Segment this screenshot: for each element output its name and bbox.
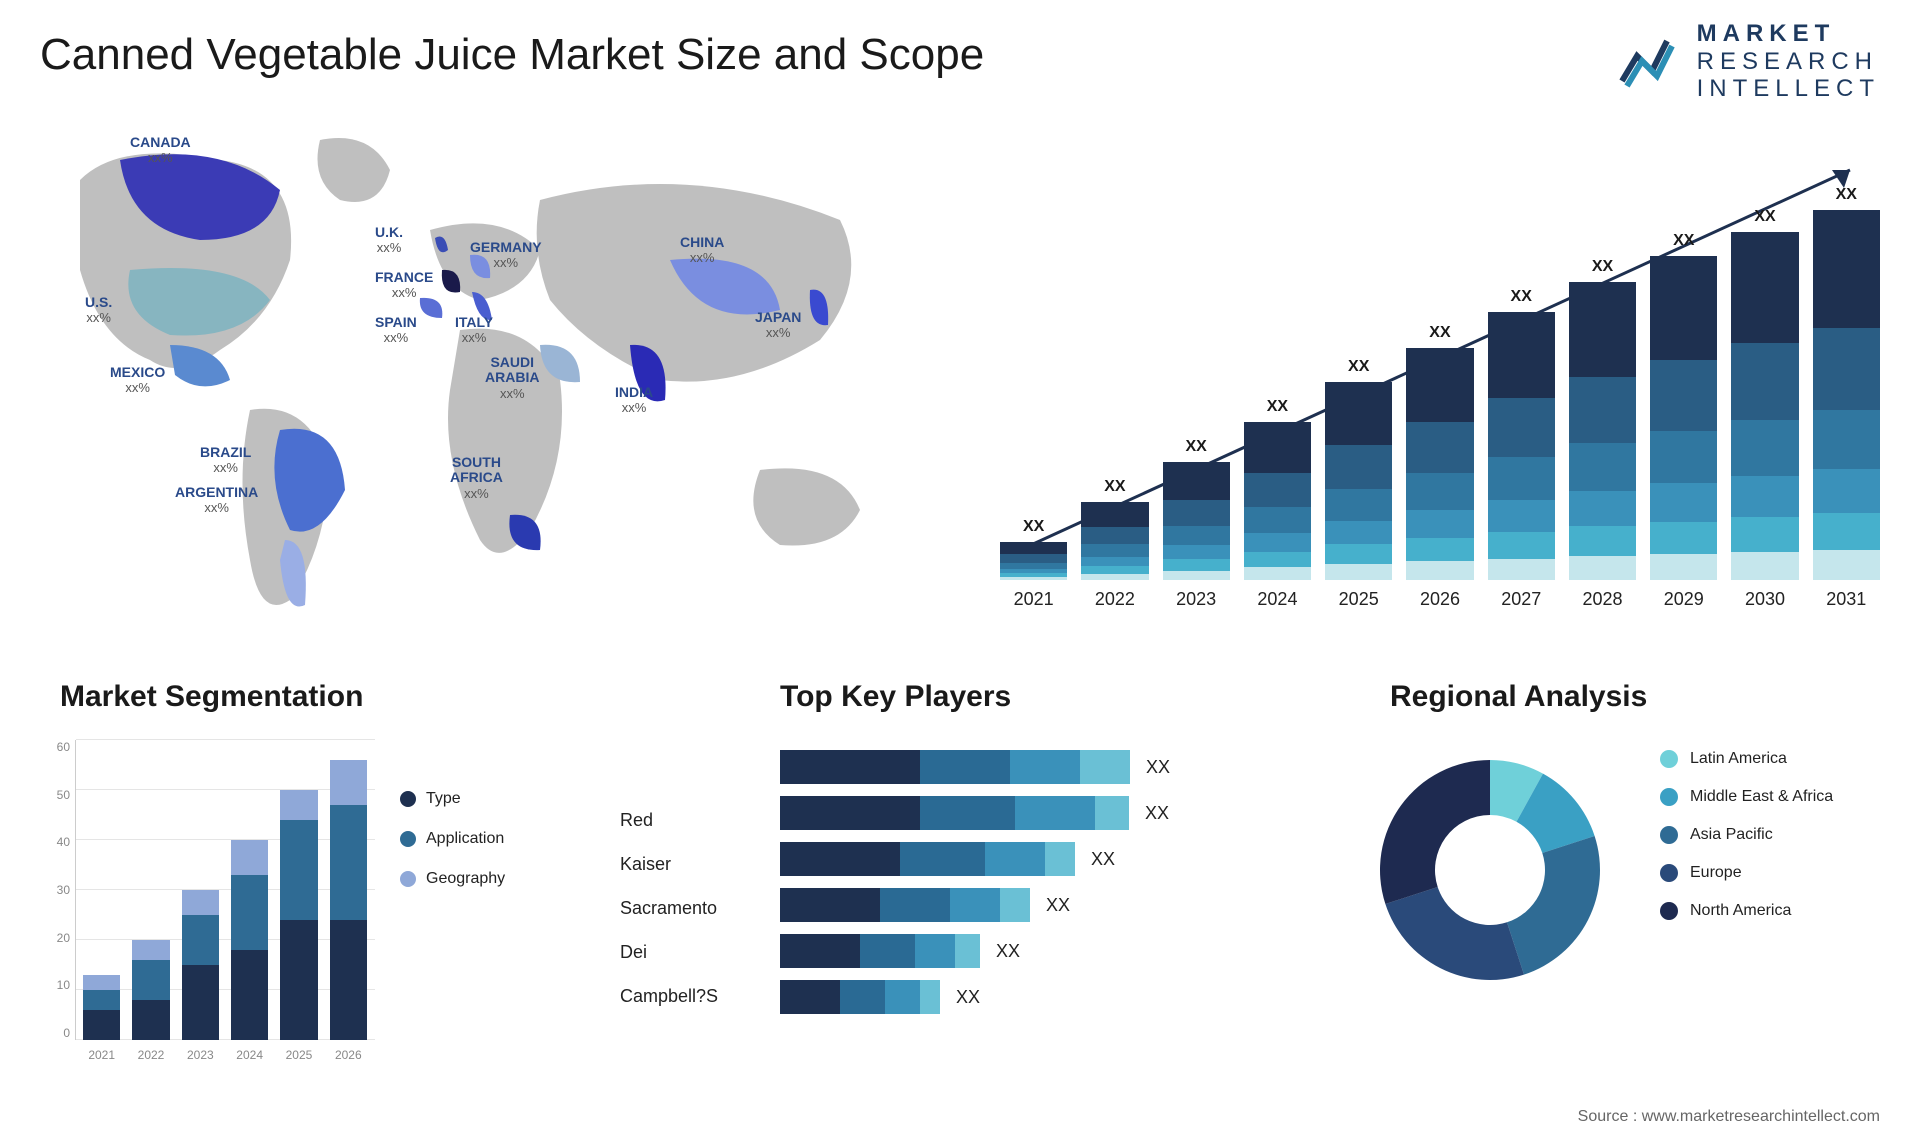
growth-value-label: XX [1348, 358, 1369, 376]
map-label-china: CHINAxx% [680, 235, 724, 266]
map-label-germany: GERMANYxx% [470, 240, 542, 271]
map-label-mexico: MEXICOxx% [110, 365, 165, 396]
growth-value-label: XX [1754, 208, 1775, 226]
growth-bar-2030: XX [1731, 208, 1798, 580]
growth-year-2025: 2025 [1325, 589, 1392, 610]
seg-bar-2024 [231, 840, 268, 1040]
seg-bar-2022 [132, 940, 169, 1040]
growth-value-label: XX [1023, 518, 1044, 536]
map-label-japan: JAPANxx% [755, 310, 801, 341]
player-name-sacramento: Sacramento [620, 886, 770, 930]
map-label-india: INDIAxx% [615, 385, 653, 416]
seg-bar-2026 [330, 760, 367, 1040]
growth-year-2023: 2023 [1163, 589, 1230, 610]
seg-legend-type: Type [400, 790, 505, 808]
player-bar-4: XX [780, 934, 1320, 968]
player-bar-0: XX [780, 750, 1320, 784]
players-chart: RedKaiserSacramentoDeiCampbell?S XXXXXXX… [780, 750, 1320, 1080]
growth-value-label: XX [1511, 288, 1532, 306]
logo-line2: RESEARCH [1697, 48, 1880, 76]
growth-year-2024: 2024 [1244, 589, 1311, 610]
donut-svg [1360, 740, 1620, 1000]
region-legend-north-america: North America [1660, 902, 1833, 920]
seg-bar-2023 [182, 890, 219, 1040]
donut-slice-asia-pacific [1507, 836, 1600, 975]
seg-legend-geography: Geography [400, 870, 505, 888]
growth-year-2021: 2021 [1000, 589, 1067, 610]
growth-bar-2025: XX [1325, 358, 1392, 580]
logo-icon [1617, 31, 1687, 91]
player-name-kaiser: Kaiser [620, 842, 770, 886]
player-name-campbell?s: Campbell?S [620, 974, 770, 1018]
growth-year-2028: 2028 [1569, 589, 1636, 610]
map-label-saudi: SAUDIARABIAxx% [485, 355, 539, 401]
growth-chart: XX XX XX XX XX XX XX XX XX XX XX 2021 2022 2023 2024 2… [1000, 130, 1880, 610]
map-label-france: FRANCExx% [375, 270, 433, 301]
map-label-uk: U.K.xx% [375, 225, 403, 256]
growth-bar-2023: XX [1163, 438, 1230, 580]
region-legend-europe: Europe [1660, 864, 1833, 882]
growth-bar-2022: XX [1081, 478, 1148, 580]
map-label-italy: ITALYxx% [455, 315, 493, 346]
growth-year-2027: 2027 [1488, 589, 1555, 610]
logo: MARKET RESEARCH INTELLECT [1617, 20, 1880, 103]
logo-line1: MARKET [1697, 20, 1880, 48]
world-map: CANADAxx% U.S.xx% MEXICOxx% BRAZILxx% ARGENT… [40, 120, 940, 640]
map-label-us: U.S.xx% [85, 295, 112, 326]
growth-value-label: XX [1429, 324, 1450, 342]
player-bar-5: XX [780, 980, 1320, 1014]
growth-bar-2021: XX [1000, 518, 1067, 580]
growth-value-label: XX [1104, 478, 1125, 496]
growth-bar-2026: XX [1406, 324, 1473, 580]
player-name-red: Red [620, 798, 770, 842]
map-label-argentina: ARGENTINAxx% [175, 485, 258, 516]
growth-year-2030: 2030 [1731, 589, 1798, 610]
region-legend-asia-pacific: Asia Pacific [1660, 826, 1833, 844]
growth-bar-2027: XX [1488, 288, 1555, 580]
growth-bar-2024: XX [1244, 398, 1311, 580]
source-text: Source : www.marketresearchintellect.com [1578, 1108, 1880, 1126]
regional-donut: Latin America Middle East & Africa Asia Pa… [1360, 740, 1880, 1080]
growth-value-label: XX [1592, 258, 1613, 276]
growth-year-2026: 2026 [1406, 589, 1473, 610]
growth-value-label: XX [1185, 438, 1206, 456]
growth-bar-2031: XX [1813, 186, 1880, 580]
growth-year-2029: 2029 [1650, 589, 1717, 610]
growth-year-2031: 2031 [1813, 589, 1880, 610]
segmentation-title: Market Segmentation [60, 680, 363, 714]
seg-bar-2025 [280, 790, 317, 1040]
map-label-spain: SPAINxx% [375, 315, 417, 346]
seg-legend-application: Application [400, 830, 505, 848]
region-legend-latin-america: Latin America [1660, 750, 1833, 768]
growth-value-label: XX [1267, 398, 1288, 416]
growth-value-label: XX [1673, 232, 1694, 250]
growth-bar-2029: XX [1650, 232, 1717, 580]
map-label-brazil: BRAZILxx% [200, 445, 251, 476]
map-label-canada: CANADAxx% [130, 135, 191, 166]
segmentation-chart: 0102030405060 202120222023202420252026 T… [40, 740, 520, 1080]
growth-bar-2028: XX [1569, 258, 1636, 580]
donut-slice-north-america [1380, 760, 1490, 904]
player-name-dei: Dei [620, 930, 770, 974]
page-title: Canned Vegetable Juice Market Size and S… [40, 30, 984, 80]
donut-slice-europe [1385, 887, 1524, 980]
player-bar-2: XX [780, 842, 1320, 876]
region-legend-middle-east-africa: Middle East & Africa [1660, 788, 1833, 806]
logo-line3: INTELLECT [1697, 75, 1880, 103]
player-bar-3: XX [780, 888, 1320, 922]
regional-title: Regional Analysis [1390, 680, 1647, 714]
players-title: Top Key Players [780, 680, 1011, 714]
growth-value-label: XX [1836, 186, 1857, 204]
map-label-southafrica: SOUTHAFRICAxx% [450, 455, 503, 501]
player-bar-1: XX [780, 796, 1320, 830]
growth-year-2022: 2022 [1081, 589, 1148, 610]
seg-bar-2021 [83, 975, 120, 1040]
